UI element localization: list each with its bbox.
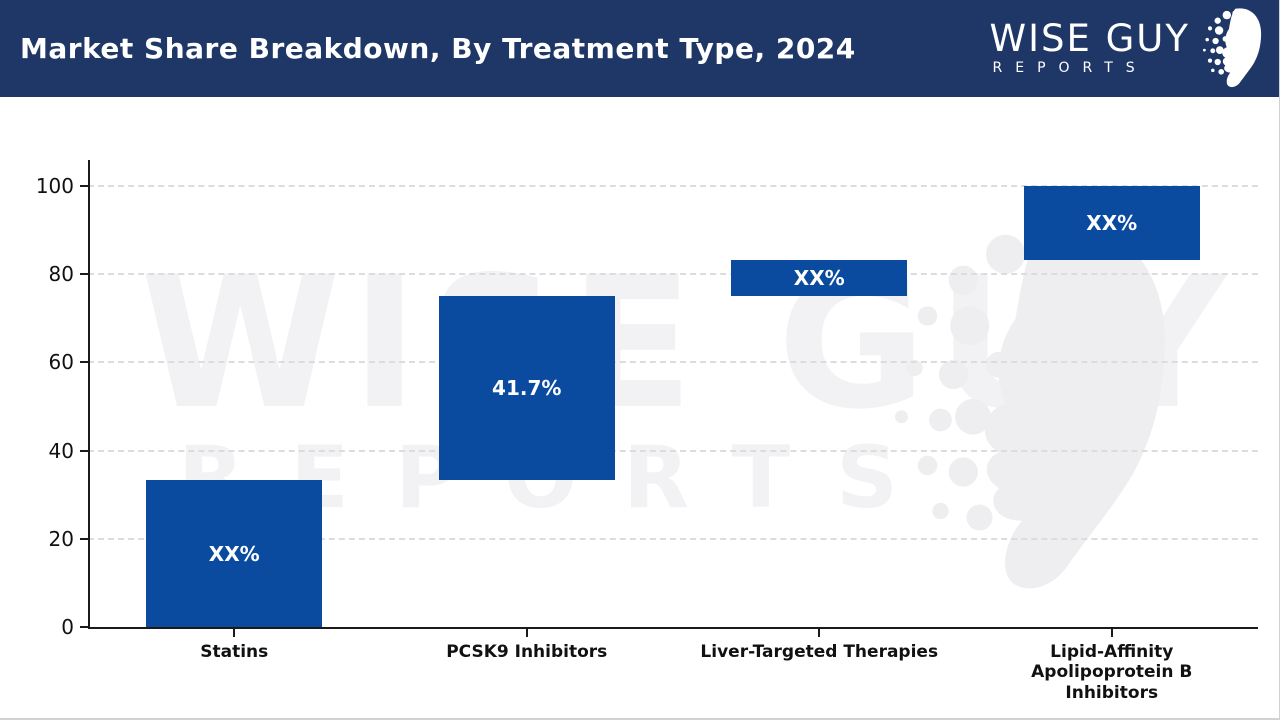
y-tick-mark <box>80 626 88 628</box>
bar-value-label: XX% <box>1086 210 1138 235</box>
x-tick-label: Liver-Targeted Therapies <box>700 642 939 662</box>
y-tick-mark <box>80 273 88 276</box>
bar-2: 41.7% <box>438 296 615 481</box>
x-tick-mark <box>233 629 236 637</box>
x-tick-label: Statins <box>200 642 269 662</box>
y-tick-label: 40 <box>48 438 74 463</box>
x-tick-mark <box>1110 629 1113 637</box>
gridline-80 <box>88 273 1258 276</box>
y-tick-mark <box>80 185 88 187</box>
brand-subname: REPORTS <box>992 59 1148 76</box>
y-tick-mark <box>80 449 88 452</box>
x-tick-label: PCSK9 Inhibitors <box>446 642 608 662</box>
chart-title: Market Share Breakdown, By Treatment Typ… <box>20 32 856 65</box>
y-tick-label: 80 <box>48 262 74 287</box>
dotted-head-icon <box>1203 8 1262 88</box>
y-axis-spine <box>88 160 90 629</box>
x-tick-mark <box>525 629 528 637</box>
gridline-60 <box>88 361 1258 364</box>
y-tick-label: 60 <box>48 350 74 375</box>
bar-1: XX% <box>146 480 323 627</box>
y-tick-label: 0 <box>61 615 74 639</box>
brand-name: WISE GUY <box>989 17 1190 61</box>
y-tick-mark <box>80 537 88 540</box>
y-tick-mark <box>80 361 88 364</box>
y-tick-label: 100 <box>35 174 74 198</box>
header-band: Market Share Breakdown, By Treatment Typ… <box>0 0 1279 97</box>
bar-value-label: XX% <box>208 541 260 566</box>
gridline-100 <box>88 185 1258 187</box>
gridline-40 <box>88 449 1258 452</box>
bar-value-label: XX% <box>793 265 845 290</box>
bar-3: XX% <box>731 259 908 297</box>
bar-4: XX% <box>1023 186 1200 260</box>
brand-logo: WISE GUY REPORTS <box>990 6 1266 90</box>
x-axis-spine <box>88 627 1258 629</box>
brand-logo-text: WISE GUY REPORTS <box>989 17 1190 76</box>
x-tick-label: Lipid-Affinity Apolipoprotein B Inhibito… <box>1031 642 1193 703</box>
gridline-20 <box>88 537 1258 540</box>
bar-value-label: 41.7% <box>492 376 562 401</box>
y-tick-label: 20 <box>48 526 74 551</box>
x-tick-mark <box>818 629 821 637</box>
